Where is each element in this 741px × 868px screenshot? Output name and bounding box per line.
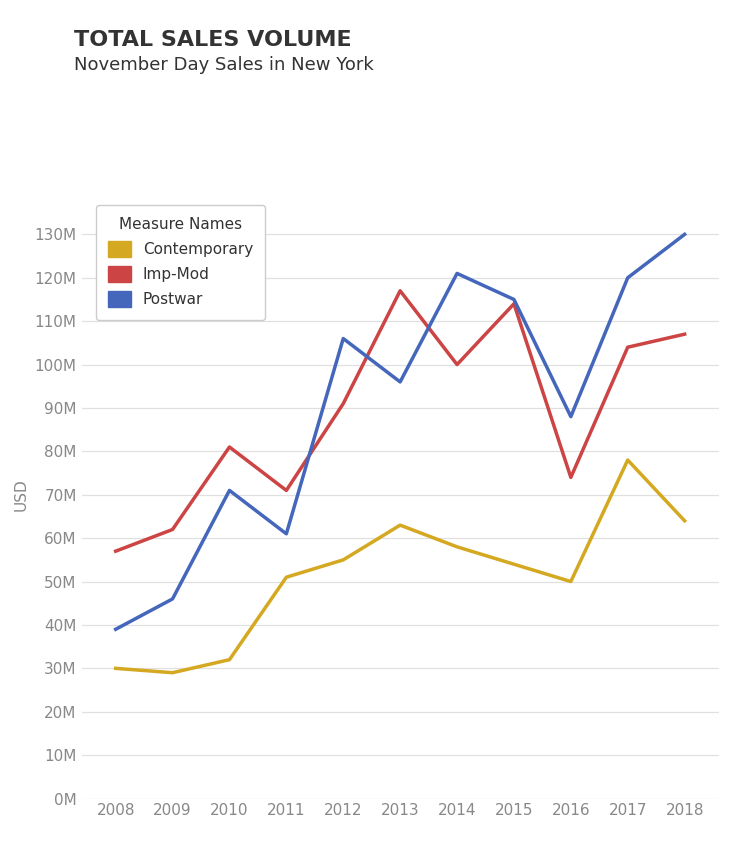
Legend: Contemporary, Imp-Mod, Postwar: Contemporary, Imp-Mod, Postwar: [96, 205, 265, 319]
Y-axis label: USD: USD: [14, 478, 29, 511]
Text: November Day Sales in New York: November Day Sales in New York: [74, 56, 374, 75]
Text: TOTAL SALES VOLUME: TOTAL SALES VOLUME: [74, 30, 352, 50]
